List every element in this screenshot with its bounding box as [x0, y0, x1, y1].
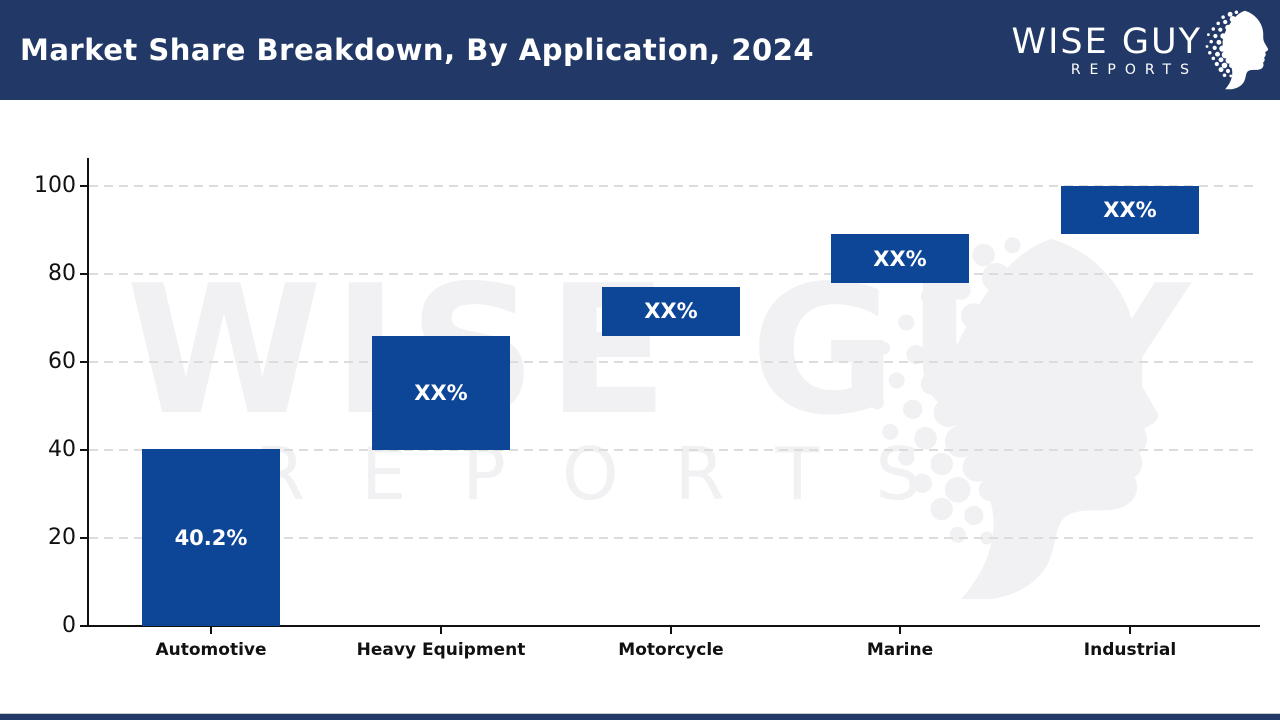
bar-value-label: XX% [873, 246, 927, 271]
gridline-80 [89, 273, 1258, 275]
y-tick-mark-100 [80, 185, 87, 187]
y-tick-mark-60 [80, 361, 87, 363]
x-tick-mark-4 [1129, 627, 1131, 634]
bar-motorcycle [602, 287, 740, 336]
bar-marine [831, 234, 969, 283]
bar-industrial [1061, 186, 1199, 235]
x-tick-mark-2 [670, 627, 672, 634]
x-tick-label-1: Heavy Equipment [356, 640, 526, 660]
y-tick-mark-40 [80, 449, 87, 451]
x-tick-mark-1 [440, 627, 442, 634]
y-tick-mark-0 [80, 625, 87, 627]
x-tick-mark-3 [899, 627, 901, 634]
bar-value-label: 40.2% [174, 525, 248, 550]
y-tick-label-0: 0 [62, 613, 76, 638]
chart-title: Market Share Breakdown, By Application, … [20, 33, 815, 67]
x-tick-label-0: Automotive [155, 640, 267, 660]
y-tick-label-100: 100 [34, 173, 76, 198]
footer-bar [0, 713, 1280, 720]
y-tick-label-80: 80 [48, 261, 76, 286]
bar-value-label: XX% [414, 380, 468, 405]
gridline-40 [89, 449, 1258, 451]
header-bar: Market Share Breakdown, By Application, … [0, 0, 1280, 100]
y-tick-mark-20 [80, 537, 87, 539]
bar-value-label: XX% [1103, 198, 1157, 223]
logo-reports-text: REPORTS [1070, 62, 1198, 78]
x-axis-line [87, 625, 1260, 627]
y-tick-label-20: 20 [48, 525, 76, 550]
y-tick-label-60: 60 [48, 349, 76, 374]
y-axis-line [87, 158, 89, 627]
logo-wiseguy-text: WISE GUY [1011, 22, 1202, 62]
y-tick-label-40: 40 [48, 437, 76, 462]
x-tick-mark-0 [210, 627, 212, 634]
bar-automotive [142, 449, 280, 626]
bar-value-label: XX% [644, 299, 698, 324]
gridline-60 [89, 361, 1258, 363]
y-tick-mark-80 [80, 273, 87, 275]
x-tick-label-4: Industrial [1083, 640, 1177, 660]
gridline-100 [89, 185, 1258, 187]
wise-guy-reports-logo: WISE GUY REPORTS [992, 0, 1272, 100]
gridline-20 [89, 537, 1258, 539]
bar-heavy-equipment [372, 335, 510, 450]
x-tick-label-3: Marine [866, 640, 934, 660]
x-tick-label-2: Motorcycle [618, 640, 724, 660]
